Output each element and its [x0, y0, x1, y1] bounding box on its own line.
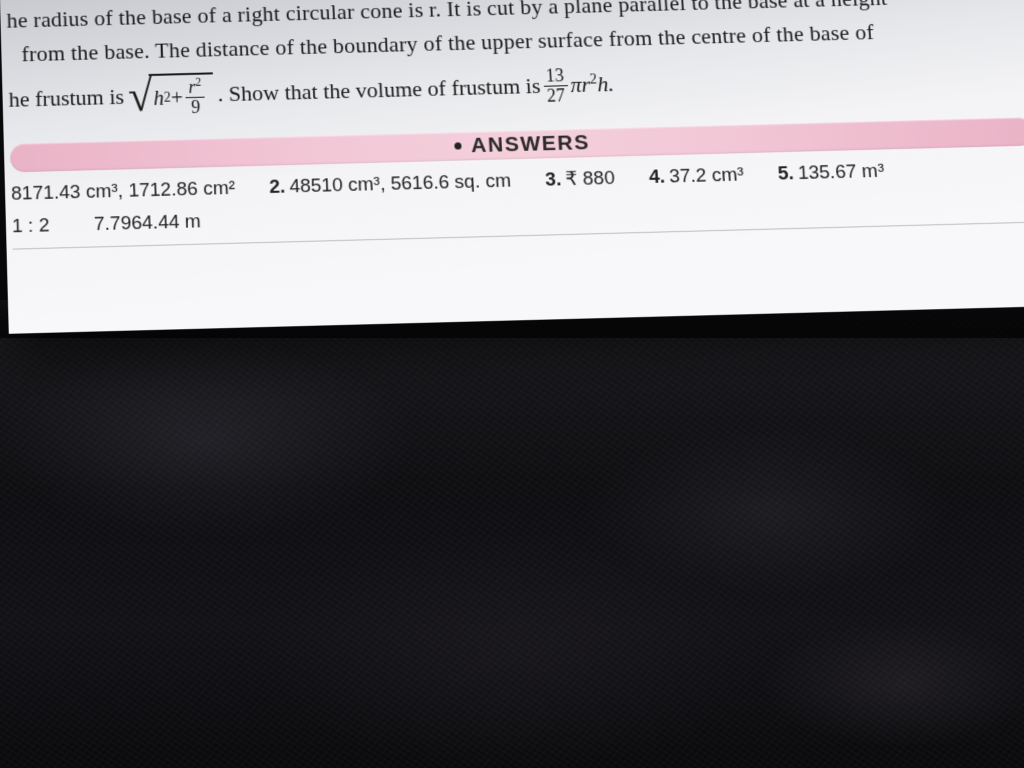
answer-7-val: 7964.44 m	[110, 211, 202, 235]
answer-4-val: 37.2 cm³	[668, 164, 744, 187]
pi-r-text: πr	[570, 72, 591, 98]
answer-4: 4.37.2 cm³	[648, 164, 744, 189]
background-fabric	[0, 300, 1024, 768]
vol-num: 13	[542, 66, 567, 87]
frac-num: r2	[185, 77, 205, 98]
fraction-13-over-27: 13 27	[542, 66, 568, 106]
frac-den: 9	[188, 98, 204, 117]
answer-4-num: 4.	[648, 166, 665, 188]
answer-5-num: 5.	[777, 163, 794, 185]
answers-label: ANSWERS	[471, 131, 591, 158]
answer-2-num: 2.	[269, 176, 286, 198]
answer-3-num: 3.	[545, 169, 562, 191]
bullet-icon	[454, 143, 461, 150]
answer-2-val: 48510 cm³, 5616.6 sq. cm	[289, 170, 512, 197]
answer-5: 5.135.67 m³	[777, 161, 885, 186]
pi-r: πr2h.	[570, 71, 615, 99]
fraction-r2-over-9: r2 9	[185, 77, 205, 117]
answer-3-val: ₹ 880	[565, 168, 616, 191]
answer-7-num: 7.	[94, 213, 111, 235]
plus-sign: +	[170, 85, 183, 110]
answer-3: 3.₹ 880	[545, 167, 616, 192]
answer-5-val: 135.67 m³	[797, 161, 885, 185]
answer-6: 1 : 2	[12, 215, 50, 238]
answer-2: 2.48510 cm³, 5616.6 sq. cm	[269, 170, 512, 199]
exp-2b: 2	[195, 76, 201, 89]
book-page: he radius of the base of a right circula…	[0, 0, 1024, 334]
var-h-end: h.	[597, 71, 615, 97]
answer-7: 7.7964.44 m	[94, 211, 202, 236]
radicand: h2 + r2 9	[149, 73, 215, 119]
sqrt-expression: √ h2 + r2 9	[127, 73, 214, 119]
mid-text: . Show that the volume of frustum is	[217, 73, 541, 108]
answer-1: 8171.43 cm³, 1712.86 cm²	[11, 178, 236, 206]
vol-den: 27	[543, 86, 568, 106]
frustum-pre-text: he frustum is	[8, 84, 124, 113]
